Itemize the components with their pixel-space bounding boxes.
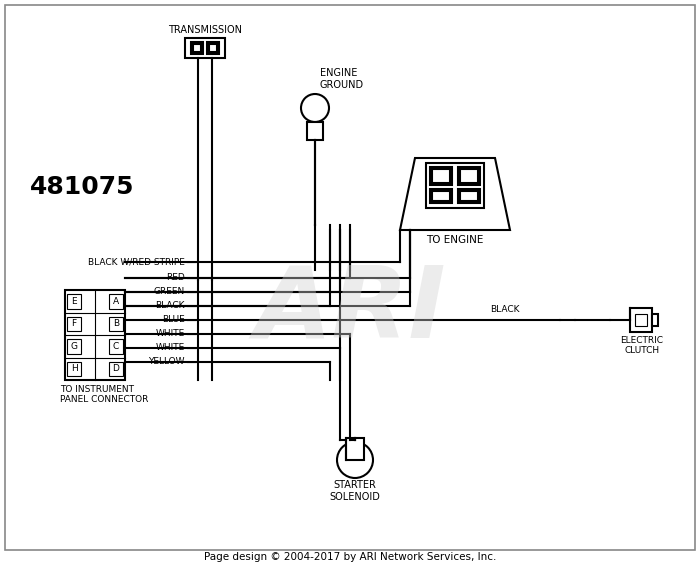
Text: STARTER
SOLENOID: STARTER SOLENOID — [330, 480, 380, 501]
Bar — [109, 317, 123, 331]
Text: BLACK: BLACK — [155, 302, 185, 310]
Text: BLACK: BLACK — [490, 305, 519, 314]
Text: TRANSMISSION: TRANSMISSION — [168, 25, 242, 35]
Text: ENGINE
GROUND: ENGINE GROUND — [320, 68, 364, 89]
Bar — [193, 44, 201, 52]
Bar — [458, 167, 480, 185]
Text: 481075: 481075 — [30, 175, 134, 199]
Bar — [67, 362, 81, 376]
Bar — [426, 163, 484, 208]
Bar — [67, 317, 81, 331]
Bar — [67, 339, 81, 354]
Bar — [307, 122, 323, 140]
Bar — [109, 294, 123, 309]
Text: ELECTRIC
CLUTCH: ELECTRIC CLUTCH — [620, 336, 664, 355]
Bar — [432, 169, 450, 183]
Text: TO INSTRUMENT
PANEL CONNECTOR: TO INSTRUMENT PANEL CONNECTOR — [60, 385, 148, 404]
Text: F: F — [71, 319, 76, 328]
Text: B: B — [113, 319, 119, 328]
Text: WHITE: WHITE — [155, 343, 185, 353]
Bar — [185, 38, 225, 58]
Text: G: G — [71, 342, 78, 351]
Text: C: C — [113, 342, 119, 351]
Bar — [432, 191, 450, 201]
Bar — [430, 189, 452, 203]
Text: YELLOW: YELLOW — [148, 358, 185, 366]
Bar — [109, 339, 123, 354]
Bar — [209, 44, 217, 52]
Text: E: E — [71, 297, 77, 306]
Text: TO ENGINE: TO ENGINE — [426, 235, 484, 245]
Bar — [630, 308, 652, 332]
Bar — [460, 191, 478, 201]
Text: D: D — [113, 364, 120, 373]
Text: GREEN: GREEN — [154, 287, 185, 297]
Bar — [458, 189, 480, 203]
Bar — [191, 42, 203, 54]
Text: WHITE: WHITE — [155, 329, 185, 339]
Bar — [346, 438, 364, 460]
Bar — [430, 167, 452, 185]
Bar — [109, 362, 123, 376]
Bar — [635, 314, 647, 326]
Bar — [652, 314, 658, 326]
Text: BLUE: BLUE — [162, 316, 185, 324]
Circle shape — [301, 94, 329, 122]
Text: RED: RED — [167, 273, 185, 283]
Bar — [460, 169, 478, 183]
Text: Page design © 2004-2017 by ARI Network Services, Inc.: Page design © 2004-2017 by ARI Network S… — [204, 552, 496, 562]
Bar — [65, 290, 125, 380]
Bar — [207, 42, 219, 54]
Text: BLACK W/RED STRIPE: BLACK W/RED STRIPE — [88, 257, 185, 267]
Bar — [67, 294, 81, 309]
Text: H: H — [71, 364, 78, 373]
Circle shape — [337, 442, 373, 478]
Text: ARI: ARI — [254, 261, 446, 358]
Polygon shape — [400, 158, 510, 230]
Text: A: A — [113, 297, 119, 306]
